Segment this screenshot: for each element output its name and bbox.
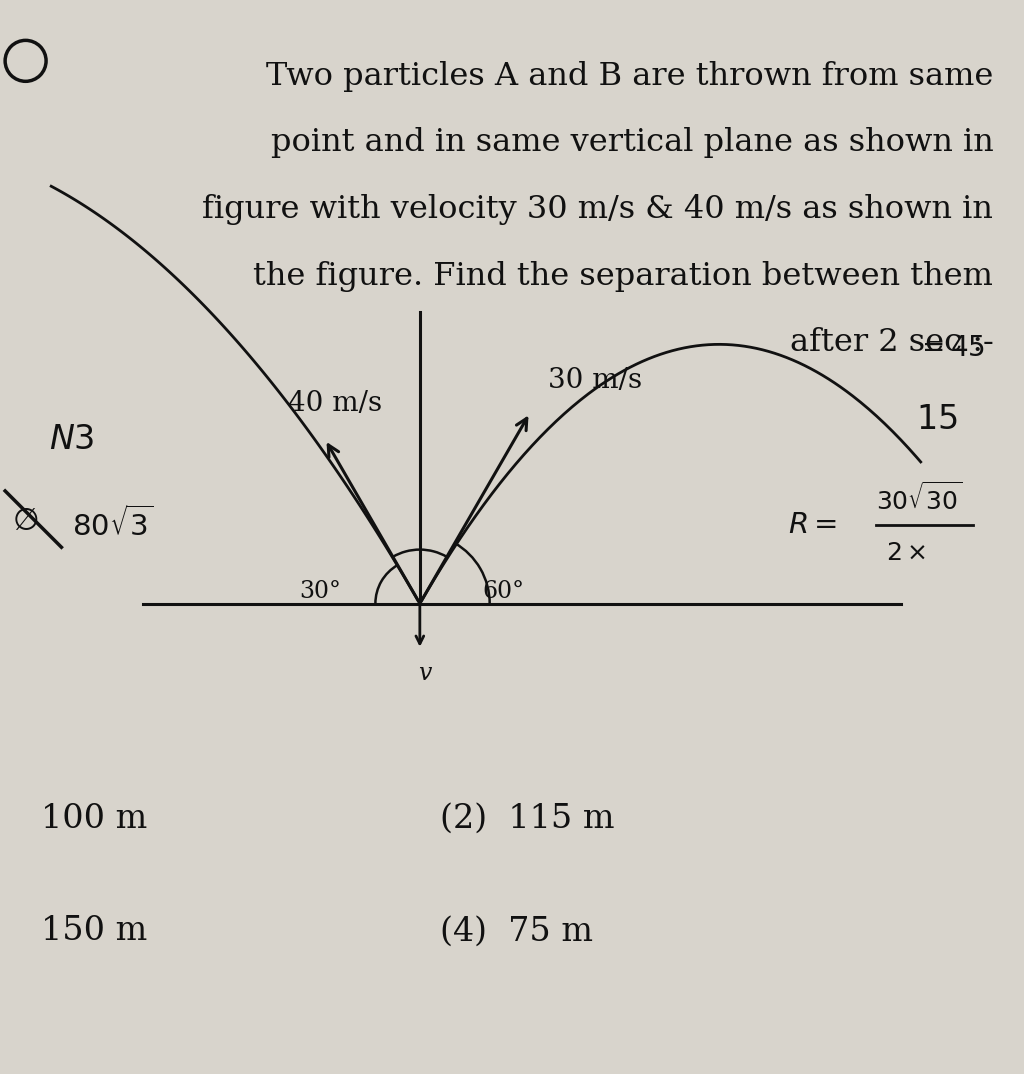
Text: 30°: 30° — [300, 580, 341, 603]
Text: $\mathit{N3}$: $\mathit{N3}$ — [49, 423, 94, 456]
Text: $2\times$: $2\times$ — [886, 541, 926, 565]
Text: 100 m: 100 m — [41, 802, 147, 834]
Text: 150 m: 150 m — [41, 915, 147, 947]
Text: (2)  115 m: (2) 115 m — [440, 802, 614, 834]
Text: (4)  75 m: (4) 75 m — [440, 915, 593, 947]
Text: $\mathit{80\sqrt{3}}$: $\mathit{80\sqrt{3}}$ — [72, 506, 154, 541]
Text: the figure. Find the separation between them: the figure. Find the separation between … — [253, 261, 993, 291]
Text: $\mathit{15}$: $\mathit{15}$ — [916, 403, 958, 436]
Text: Two particles A and B are thrown from same: Two particles A and B are thrown from sa… — [266, 61, 993, 92]
Text: point and in same vertical plane as shown in: point and in same vertical plane as show… — [270, 128, 993, 158]
Text: figure with velocity 30 m/s & 40 m/s as shown in: figure with velocity 30 m/s & 40 m/s as … — [203, 194, 993, 224]
Text: $R=$: $R=$ — [788, 511, 838, 539]
Text: v: v — [418, 662, 432, 685]
Text: $\mathit{\emptyset}$: $\mathit{\emptyset}$ — [12, 507, 39, 536]
Text: $\mathit{=45}$: $\mathit{=45}$ — [916, 334, 985, 362]
Text: 60°: 60° — [482, 580, 525, 603]
Text: $30\sqrt{30}$: $30\sqrt{30}$ — [876, 483, 962, 516]
Text: 30 m/s: 30 m/s — [549, 367, 642, 394]
Text: after 2 sec :-: after 2 sec :- — [790, 328, 993, 358]
Text: 40 m/s: 40 m/s — [289, 390, 382, 417]
